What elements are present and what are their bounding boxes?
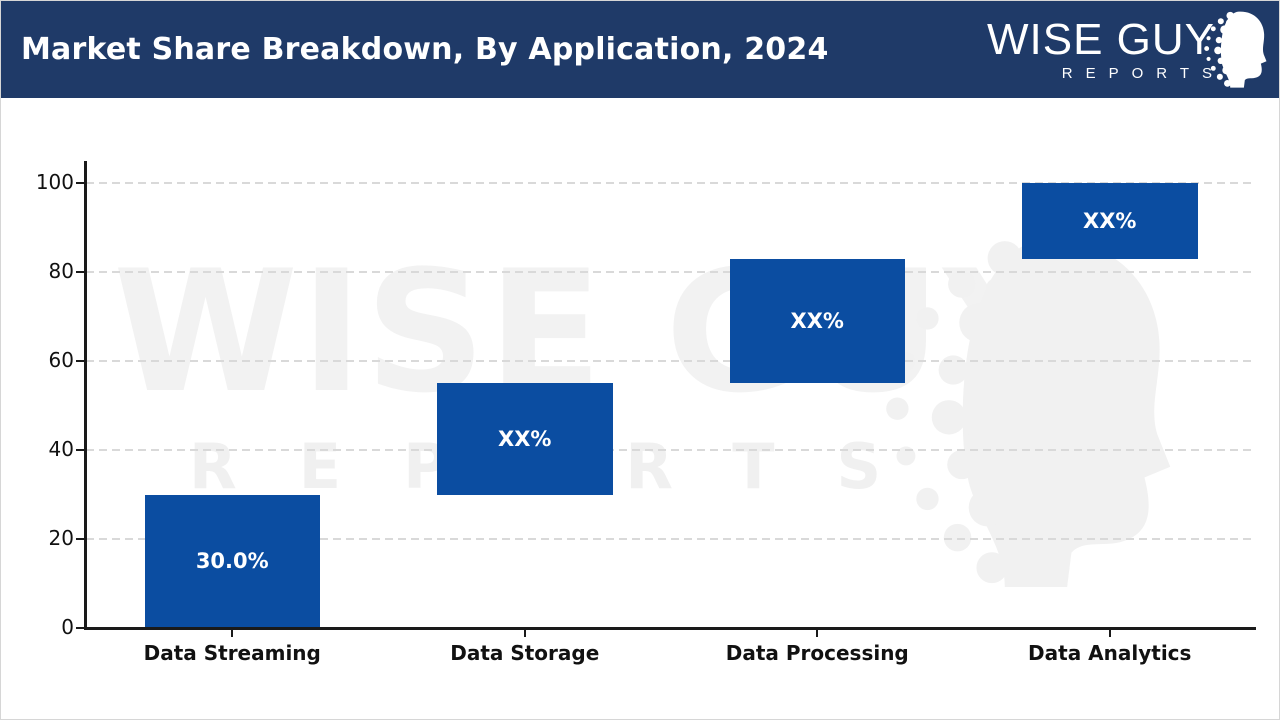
gridline-100 [86,182,1256,185]
y-tick-label-80: 80 [48,259,74,284]
category-label-data-streaming: Data Streaming [143,641,321,665]
y-tick-mark-40 [76,449,84,452]
y-tick-label-0: 0 [61,615,74,639]
y-axis-line [84,161,87,628]
x-axis-line [84,627,1256,630]
bar-value-label: XX% [790,309,844,334]
plot-area: 30.0% XX% XX% XX% [86,161,1256,628]
y-tick-label-60: 60 [48,348,74,373]
y-tick-label-100: 100 [35,170,74,195]
bar-data-processing: XX% [729,258,905,384]
y-tick-mark-100 [76,182,84,185]
gridline-80 [86,271,1256,274]
gridline-60 [86,360,1256,363]
y-tick-mark-20 [76,538,84,541]
wiseguy-logo: WISE GUY REPORTS [987,9,1269,90]
x-tick-mark-data-storage [523,630,526,637]
x-tick-mark-data-streaming [231,630,234,637]
logo-wordmark: WISE GUY [986,14,1215,64]
gridline-40 [86,449,1256,452]
y-tick-mark-0 [76,627,84,629]
header: Market Share Breakdown, By Application, … [1,1,1279,98]
bar-data-analytics: XX% [1022,183,1198,259]
bar-data-storage: XX% [437,383,613,495]
gridline-20 [86,538,1256,541]
category-label-data-storage: Data Storage [450,641,600,665]
chart-region: WISE GUY REPORTS 30.0%XX%XX%XX% 02040608… [1,98,1279,719]
y-tick-mark-60 [76,360,84,363]
logo-subtext: REPORTS [1061,64,1225,82]
x-tick-mark-data-analytics [1108,630,1111,637]
y-tick-mark-80 [76,271,84,274]
page-title: Market Share Breakdown, By Application, … [21,32,829,67]
category-label-data-analytics: Data Analytics [1028,641,1192,665]
category-label-data-processing: Data Processing [725,641,909,665]
bar-value-label: XX% [1083,209,1137,234]
bar-data-streaming: 30.0% [144,494,320,628]
x-tick-mark-data-processing [816,630,819,637]
bar-value-label: XX% [498,426,552,451]
bar-value-label: 30.0% [195,549,269,574]
logo-head-icon [1204,11,1267,88]
y-tick-label-40: 40 [48,437,74,462]
logo-text: WISE GUY REPORTS [986,14,1215,82]
y-tick-label-20: 20 [48,526,74,551]
